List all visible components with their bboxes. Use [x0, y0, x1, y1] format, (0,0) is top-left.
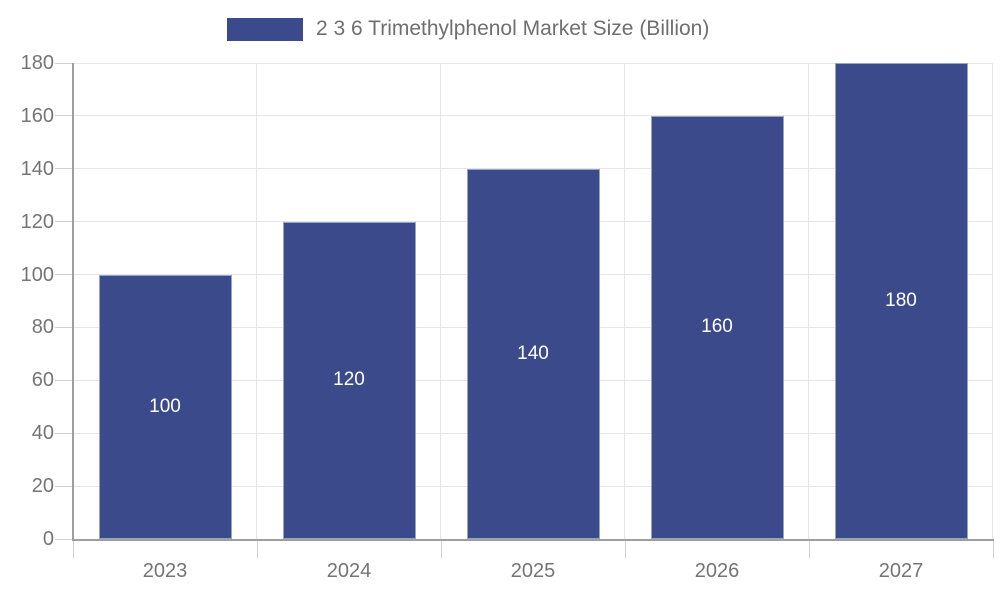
bar-2025[interactable]: [466, 168, 600, 539]
y-tick: [55, 538, 72, 540]
y-gridline: [73, 62, 993, 64]
legend-label: 2 3 6 Trimethylphenol Market Size (Billi…: [316, 17, 710, 40]
x-tick: [624, 541, 626, 558]
x-axis-label: 2023: [142, 560, 188, 582]
y-tick-label: 100: [20, 263, 54, 286]
y-tick: [55, 168, 72, 170]
x-axis-label: 2025: [510, 560, 556, 582]
x-axis-label: 2026: [694, 560, 740, 582]
y-tick-label: 60: [31, 369, 54, 392]
x-axis-line: [71, 539, 994, 541]
y-tick-label: 0: [42, 528, 54, 550]
y-tick-label: 120: [20, 210, 54, 233]
legend[interactable]: 2 3 6 Trimethylphenol Market Size (Billi…: [227, 17, 709, 41]
x-axis-label: 2024: [326, 560, 372, 582]
y-tick: [55, 62, 72, 64]
x-tick: [808, 541, 810, 558]
bar-2023[interactable]: [98, 274, 232, 539]
y-tick: [55, 379, 72, 381]
bar-2024[interactable]: [282, 221, 416, 539]
x-gridline: [624, 63, 625, 539]
x-gridline: [808, 63, 809, 539]
x-gridline: [256, 63, 257, 539]
bar-2027[interactable]: [834, 63, 968, 539]
y-tick: [55, 326, 72, 328]
y-tick: [55, 432, 72, 434]
x-axis-label: 2027: [878, 560, 924, 582]
y-tick-label: 40: [31, 422, 54, 445]
y-tick: [55, 485, 72, 487]
y-tick-label: 20: [31, 475, 54, 498]
y-tick-label: 140: [20, 157, 54, 180]
y-tick: [55, 221, 72, 223]
y-tick-label: 160: [20, 104, 54, 127]
x-tick: [256, 541, 258, 558]
y-tick: [55, 115, 72, 117]
x-tick: [992, 541, 994, 558]
x-gridline: [440, 63, 441, 539]
plot-area: 100 120 140 160 180: [73, 62, 993, 539]
x-gridline: [992, 63, 993, 539]
y-tick-label: 180: [20, 52, 54, 74]
y-axis-line: [71, 63, 74, 541]
bar-2026[interactable]: [650, 115, 784, 539]
legend-swatch: [227, 17, 303, 41]
x-tick: [72, 541, 74, 558]
y-tick-label: 80: [31, 316, 54, 339]
x-tick: [440, 541, 442, 558]
y-tick: [55, 274, 72, 276]
y-gridline: [73, 115, 993, 117]
